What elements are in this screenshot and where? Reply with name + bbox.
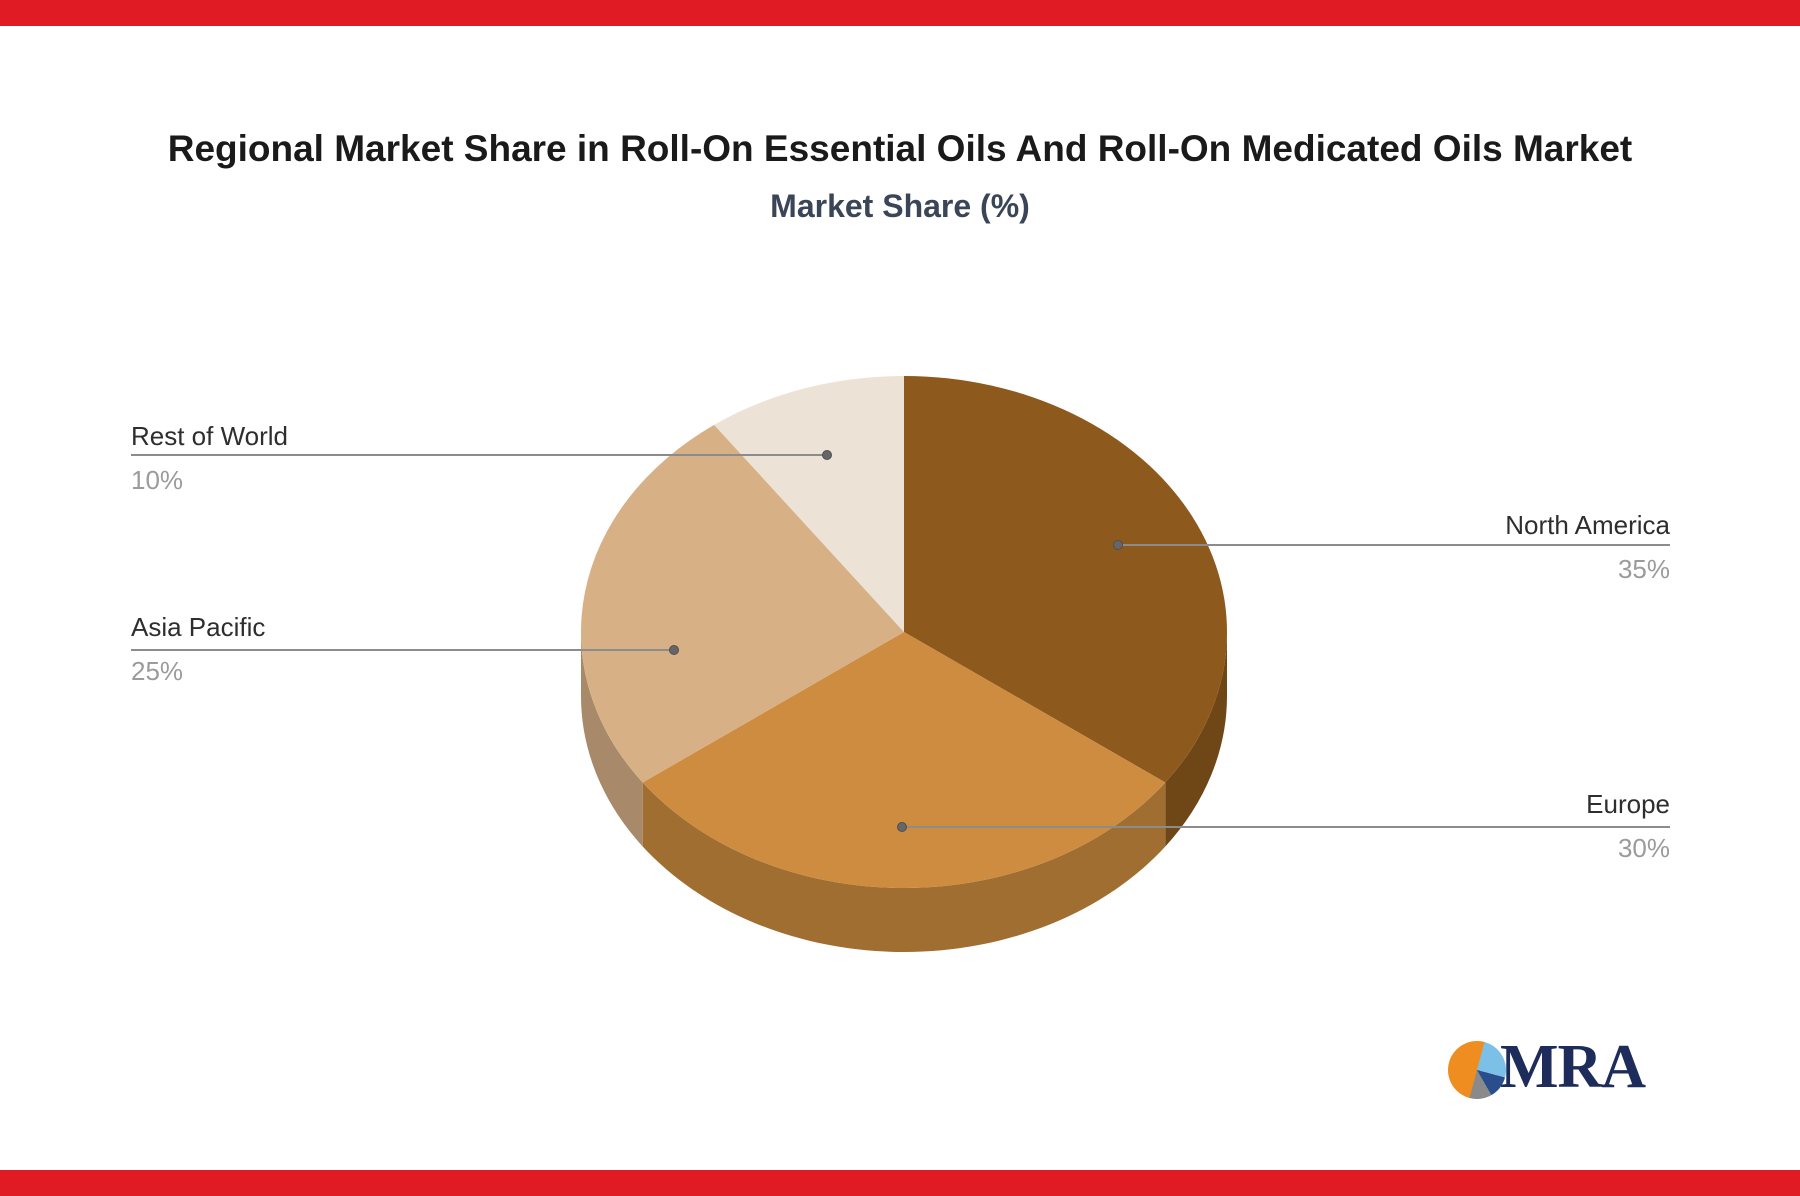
connector-dot-rest-of-world	[822, 450, 832, 460]
callout-europe: Europe 30%	[1586, 789, 1670, 863]
mra-logo: MRA	[1448, 1033, 1646, 1102]
connector-dot-europe	[897, 822, 907, 832]
slice-label-north-america: North America	[1505, 510, 1670, 540]
brand-bar-top	[0, 0, 1800, 26]
pie-side-europe	[642, 782, 1166, 952]
pie-side-north-america	[1165, 632, 1227, 847]
mra-logo-text: MRA	[1500, 1033, 1646, 1101]
mra-logo-pie-icon	[1448, 1041, 1506, 1099]
chart-subtitle: Market Share (%)	[770, 188, 1030, 224]
slice-value-asia-pacific: 25%	[131, 656, 184, 686]
chart-title: Regional Market Share in Roll-On Essenti…	[167, 128, 1633, 169]
slice-label-asia-pacific: Asia Pacific	[131, 612, 266, 642]
pie-slice-rest-of-world[interactable]	[714, 376, 904, 632]
slice-label-europe: Europe	[1586, 789, 1670, 819]
pie-slice-europe[interactable]	[642, 632, 1166, 889]
slice-value-europe: 30%	[1617, 833, 1670, 863]
slice-value-north-america: 35%	[1617, 554, 1670, 584]
connector-dot-asia-pacific	[669, 645, 679, 655]
pie-slice-north-america[interactable]	[904, 376, 1227, 783]
pie-side-asia-pacific	[581, 632, 643, 847]
slice-label-rest-of-world: Rest of World	[131, 421, 289, 451]
callout-asia-pacific: Asia Pacific 25%	[131, 612, 265, 686]
pie-slice-asia-pacific[interactable]	[581, 424, 904, 783]
brand-bar-bottom	[0, 1170, 1800, 1196]
connector-dot-north-america	[1113, 540, 1123, 550]
callout-rest-of-world: Rest of World 10%	[131, 421, 288, 495]
slice-value-rest-of-world: 10%	[131, 465, 184, 495]
callout-north-america: North America 35%	[1505, 510, 1670, 584]
